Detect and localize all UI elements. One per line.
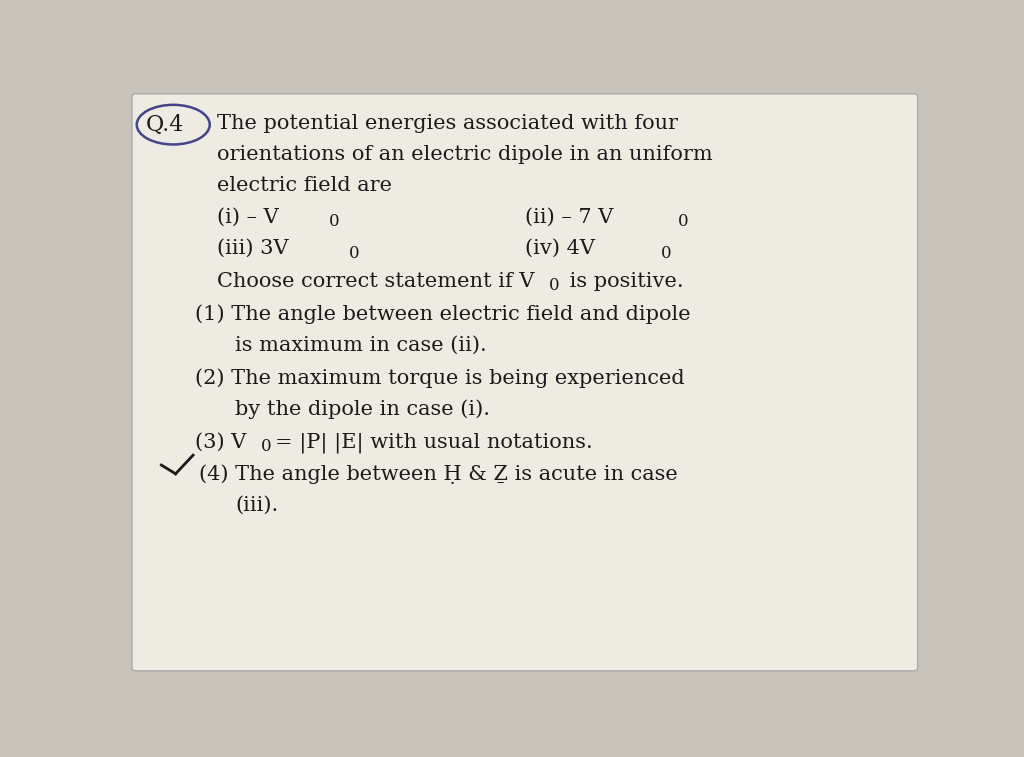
FancyBboxPatch shape (132, 94, 918, 671)
Text: Q.4: Q.4 (145, 114, 184, 136)
Text: 0: 0 (662, 245, 672, 262)
Text: electric field are: electric field are (217, 176, 392, 195)
Text: 0: 0 (260, 438, 271, 455)
Text: Choose correct statement if V: Choose correct statement if V (217, 272, 535, 291)
Text: (ii) – 7 V: (ii) – 7 V (524, 207, 613, 226)
Text: (iv) 4V: (iv) 4V (524, 239, 595, 258)
Text: (3) V: (3) V (196, 432, 247, 451)
Text: by the dipole in case (i).: by the dipole in case (i). (236, 400, 490, 419)
Text: (i) – V: (i) – V (217, 207, 279, 226)
Text: orientations of an electric dipole in an uniform: orientations of an electric dipole in an… (217, 145, 713, 164)
Text: (iii).: (iii). (236, 496, 279, 515)
Text: 0: 0 (329, 213, 339, 230)
Text: = |P| |E| with usual notations.: = |P| |E| with usual notations. (274, 432, 593, 453)
Text: (1) The angle between electric field and dipole: (1) The angle between electric field and… (196, 304, 691, 324)
Text: 0: 0 (549, 277, 559, 294)
Text: The potential energies associated with four: The potential energies associated with f… (217, 114, 678, 133)
Text: (iii) 3V: (iii) 3V (217, 239, 289, 258)
Text: is maximum in case (ii).: is maximum in case (ii). (236, 335, 486, 354)
Text: (4) The angle between Ḥ & Ẕ is acute in case: (4) The angle between Ḥ & Ẕ is acute in … (200, 464, 678, 484)
Text: is positive.: is positive. (563, 272, 683, 291)
Text: 0: 0 (678, 213, 688, 230)
Text: (2) The maximum torque is being experienced: (2) The maximum torque is being experien… (196, 369, 685, 388)
Text: 0: 0 (348, 245, 359, 262)
